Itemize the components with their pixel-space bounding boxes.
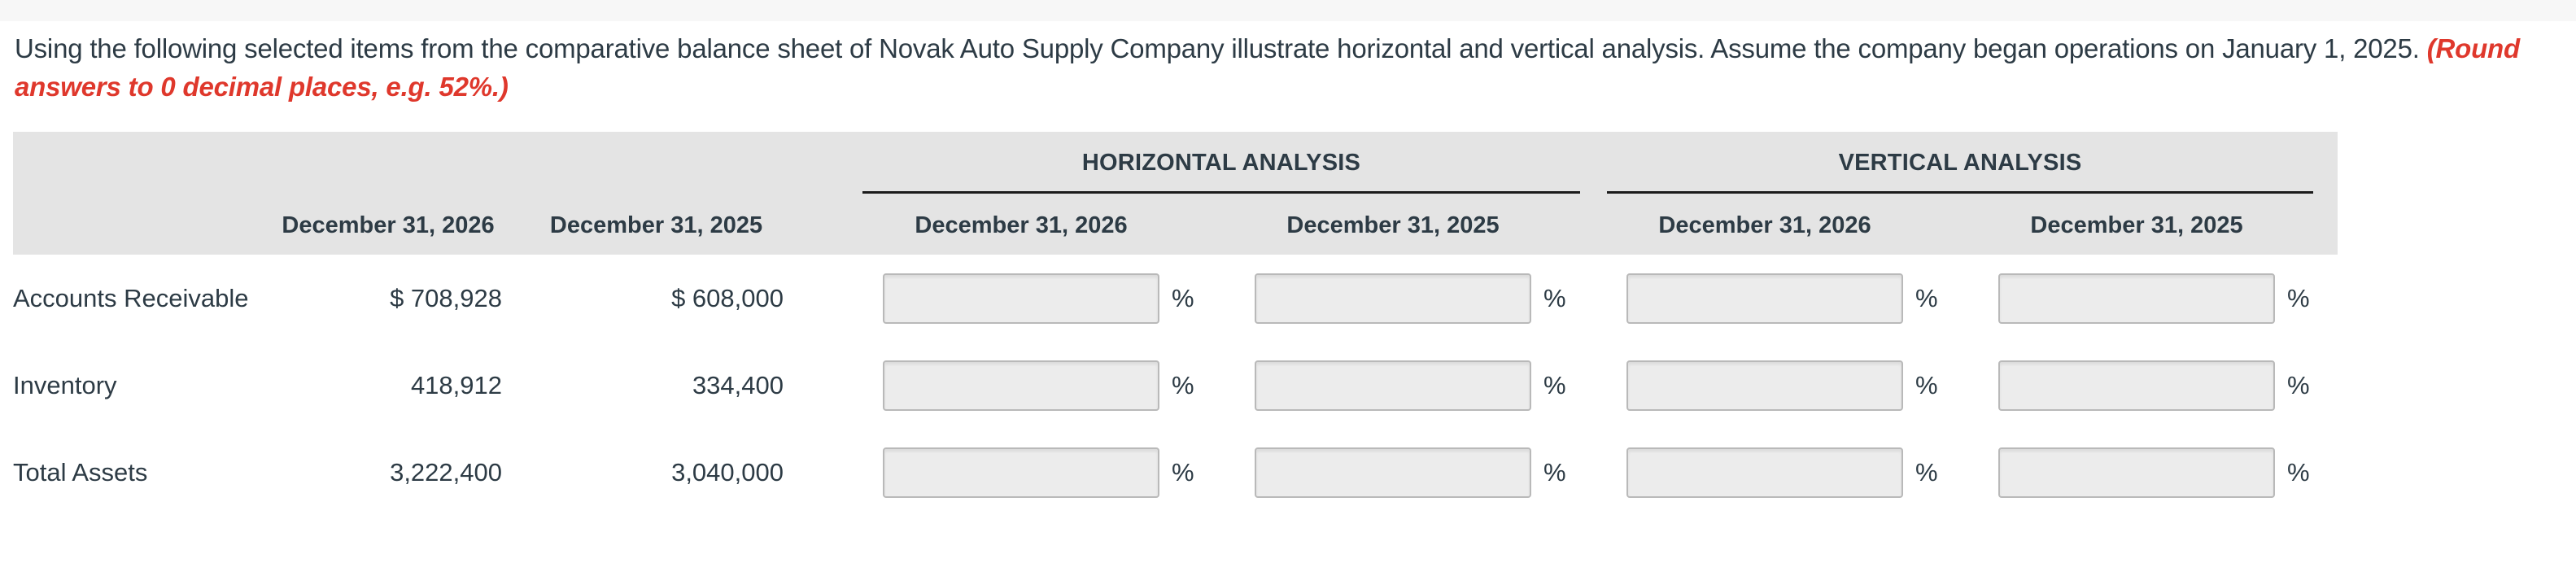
vertical-2026-percent-input[interactable] [1626, 360, 1903, 411]
column-header-amount-2025: December 31, 2025 [549, 212, 763, 238]
vertical-analysis-underline [1607, 191, 2313, 194]
column-header-horizontal-2025: December 31, 2025 [1286, 212, 1500, 238]
top-strip [0, 0, 2576, 21]
percent-sign: % [2287, 370, 2310, 399]
table-header-band: HORIZONTAL ANALYSIS VERTICAL ANALYSIS De… [13, 132, 2338, 255]
amount-2025: 3,040,000 [671, 457, 784, 487]
vertical-analysis-header: VERTICAL ANALYSIS [1838, 149, 2082, 176]
column-header-vertical-2026: December 31, 2026 [1658, 212, 1871, 238]
amount-2025: $ 608,000 [671, 283, 784, 312]
instruction-text: Using the following selected items from … [15, 29, 2566, 106]
percent-sign: % [1543, 370, 1566, 399]
amount-2026: $ 708,928 [390, 283, 502, 312]
percent-sign: % [1172, 283, 1194, 312]
table-row: Accounts Receivable $ 708,928 $ 608,000 … [13, 255, 2338, 342]
vertical-2025-percent-input[interactable] [1998, 447, 2275, 498]
horizontal-2025-percent-input[interactable] [1255, 273, 1531, 324]
percent-sign: % [1915, 370, 1938, 399]
vertical-2026-percent-input[interactable] [1626, 273, 1903, 324]
horizontal-2025-percent-input[interactable] [1255, 447, 1531, 498]
percent-sign: % [1172, 457, 1194, 487]
vertical-2026-percent-input[interactable] [1626, 447, 1903, 498]
horizontal-2025-percent-input[interactable] [1255, 360, 1531, 411]
horizontal-analysis-header: HORIZONTAL ANALYSIS [1081, 149, 1361, 176]
column-header-amount-2026: December 31, 2026 [282, 212, 495, 238]
horizontal-2026-percent-input[interactable] [883, 447, 1159, 498]
horizontal-analysis-underline [862, 191, 1580, 194]
table-row: Inventory 418,912 334,400 % % % % [13, 342, 2338, 429]
instruction-main: Using the following selected items from … [15, 33, 2427, 63]
amount-2026: 3,222,400 [390, 457, 502, 487]
row-label: Total Assets [13, 457, 148, 487]
column-header-horizontal-2026: December 31, 2026 [915, 212, 1128, 238]
percent-sign: % [2287, 457, 2310, 487]
row-label: Inventory [13, 370, 117, 399]
percent-sign: % [1915, 457, 1938, 487]
percent-sign: % [2287, 283, 2310, 312]
percent-sign: % [1543, 283, 1566, 312]
horizontal-2026-percent-input[interactable] [883, 273, 1159, 324]
percent-sign: % [1172, 370, 1194, 399]
analysis-table: HORIZONTAL ANALYSIS VERTICAL ANALYSIS De… [13, 132, 2338, 521]
horizontal-2026-percent-input[interactable] [883, 360, 1159, 411]
instruction-rounding-note: (Round answers to 0 decimal places, e.g.… [15, 33, 2520, 102]
vertical-2025-percent-input[interactable] [1998, 273, 2275, 324]
column-header-vertical-2025: December 31, 2025 [2030, 212, 2243, 238]
table-row: Total Assets 3,222,400 3,040,000 % % % % [13, 429, 2338, 516]
row-label: Accounts Receivable [13, 283, 249, 312]
amount-2025: 334,400 [692, 370, 784, 399]
percent-sign: % [1543, 457, 1566, 487]
percent-sign: % [1915, 283, 1938, 312]
vertical-2025-percent-input[interactable] [1998, 360, 2275, 411]
amount-2026: 418,912 [410, 370, 502, 399]
